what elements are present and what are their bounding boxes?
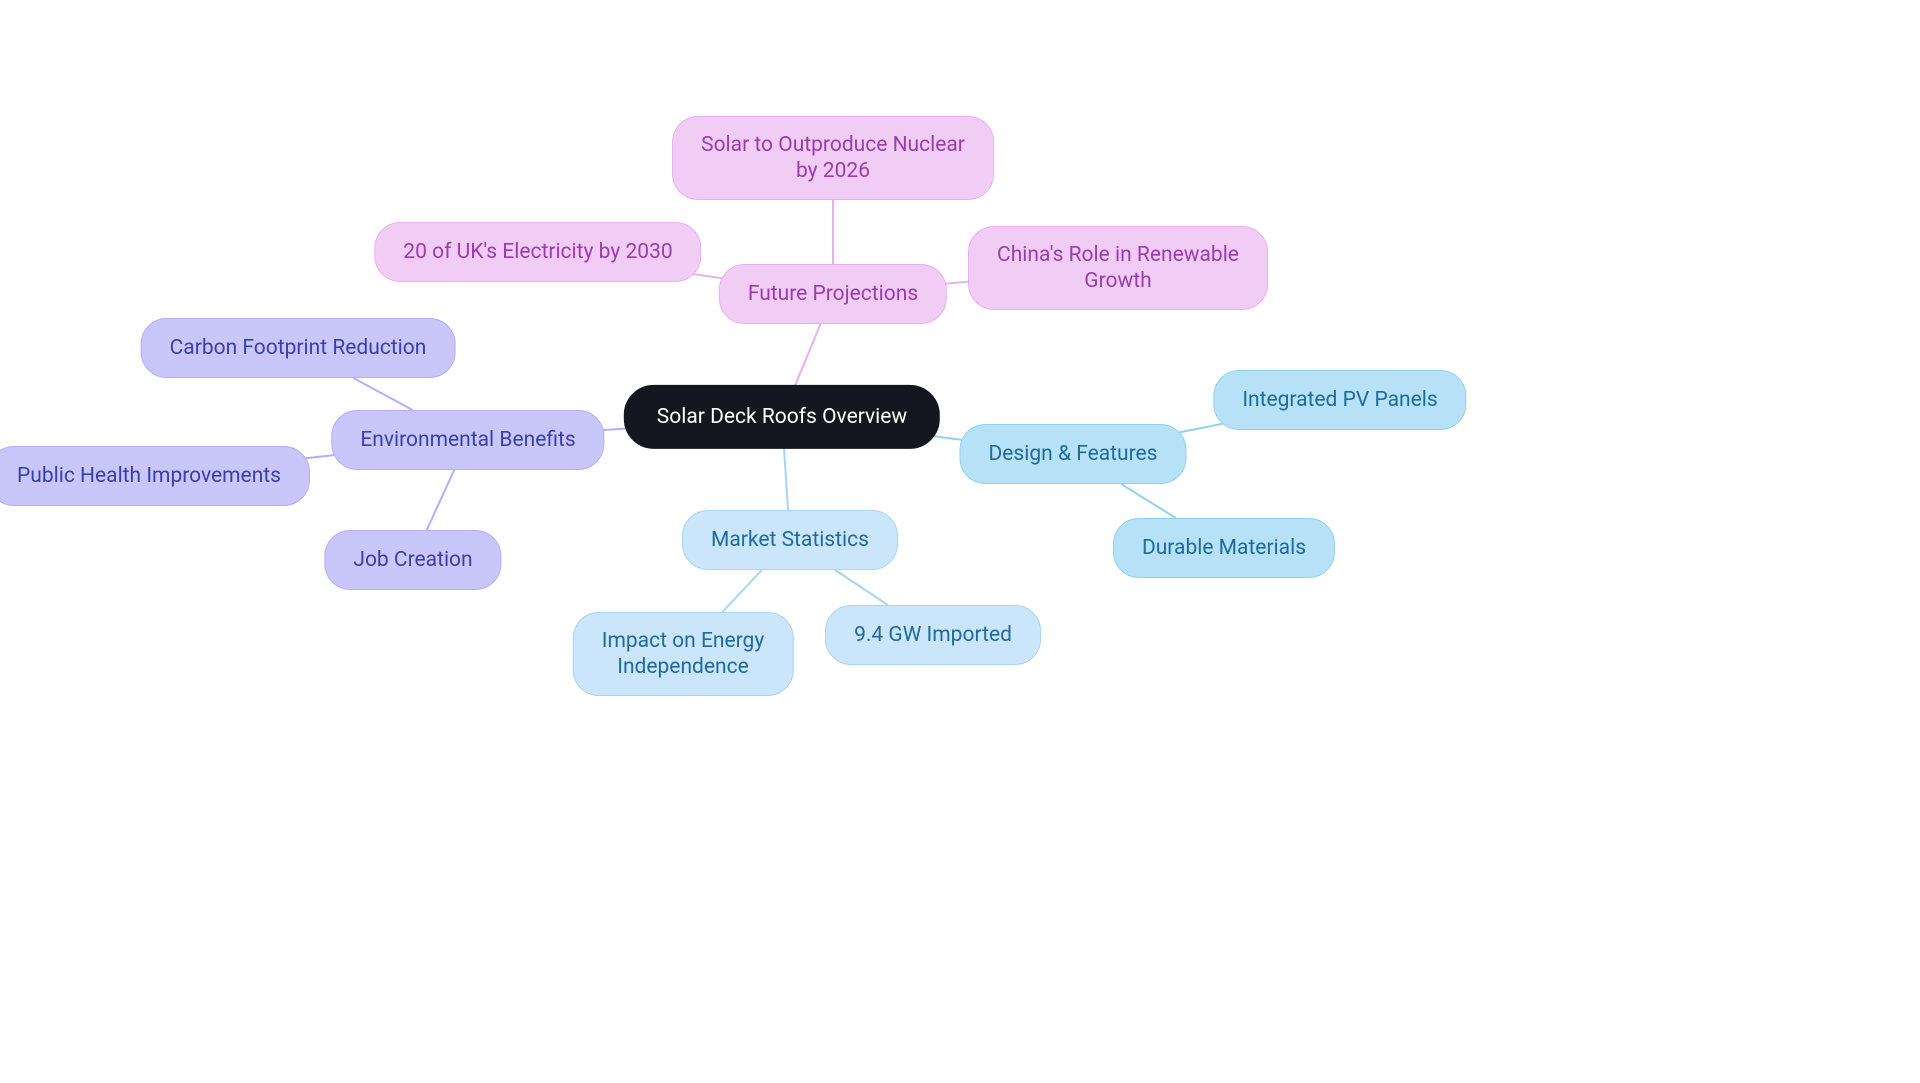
node-design[interactable]: Design & Features [959, 424, 1186, 484]
node-d2[interactable]: Durable Materials [1113, 518, 1335, 578]
node-m2[interactable]: 9.4 GW Imported [825, 605, 1041, 665]
node-label: Environmental Benefits [360, 427, 575, 453]
mindmap-canvas: Solar Deck Roofs Overview Future Projecti… [0, 0, 1920, 1083]
node-label: Durable Materials [1142, 535, 1306, 561]
node-m1[interactable]: Impact on Energy Independence [573, 612, 794, 696]
node-e1[interactable]: Carbon Footprint Reduction [141, 318, 456, 378]
edge [722, 570, 761, 612]
node-label: China's Role in Renewable Growth [997, 242, 1239, 295]
node-f1[interactable]: Solar to Outproduce Nuclear by 2026 [672, 116, 994, 200]
node-label: 9.4 GW Imported [854, 622, 1012, 648]
edge [427, 470, 455, 530]
node-future[interactable]: Future Projections [719, 264, 947, 324]
node-label: Integrated PV Panels [1242, 387, 1437, 413]
node-e2[interactable]: Public Health Improvements [0, 446, 310, 506]
node-e3[interactable]: Job Creation [324, 530, 501, 590]
node-label: Design & Features [988, 441, 1157, 467]
node-d1[interactable]: Integrated PV Panels [1213, 370, 1466, 430]
edge [784, 448, 788, 510]
node-label: Public Health Improvements [17, 463, 281, 489]
node-root[interactable]: Solar Deck Roofs Overview [624, 385, 940, 449]
node-label: 20 of UK's Electricity by 2030 [403, 239, 672, 265]
edge [353, 378, 412, 410]
node-env[interactable]: Environmental Benefits [331, 410, 604, 470]
node-label: Job Creation [353, 547, 472, 573]
node-label: Solar to Outproduce Nuclear by 2026 [701, 132, 965, 185]
node-label: Future Projections [748, 281, 918, 307]
node-label: Solar Deck Roofs Overview [657, 404, 907, 430]
node-f3[interactable]: China's Role in Renewable Growth [968, 226, 1268, 310]
node-label: Market Statistics [711, 527, 869, 553]
node-label: Impact on Energy Independence [602, 628, 765, 681]
edge [835, 570, 888, 605]
node-market[interactable]: Market Statistics [682, 510, 898, 570]
node-f2[interactable]: 20 of UK's Electricity by 2030 [374, 222, 701, 282]
node-label: Carbon Footprint Reduction [170, 335, 427, 361]
edge [795, 324, 821, 386]
edge [1121, 484, 1176, 518]
